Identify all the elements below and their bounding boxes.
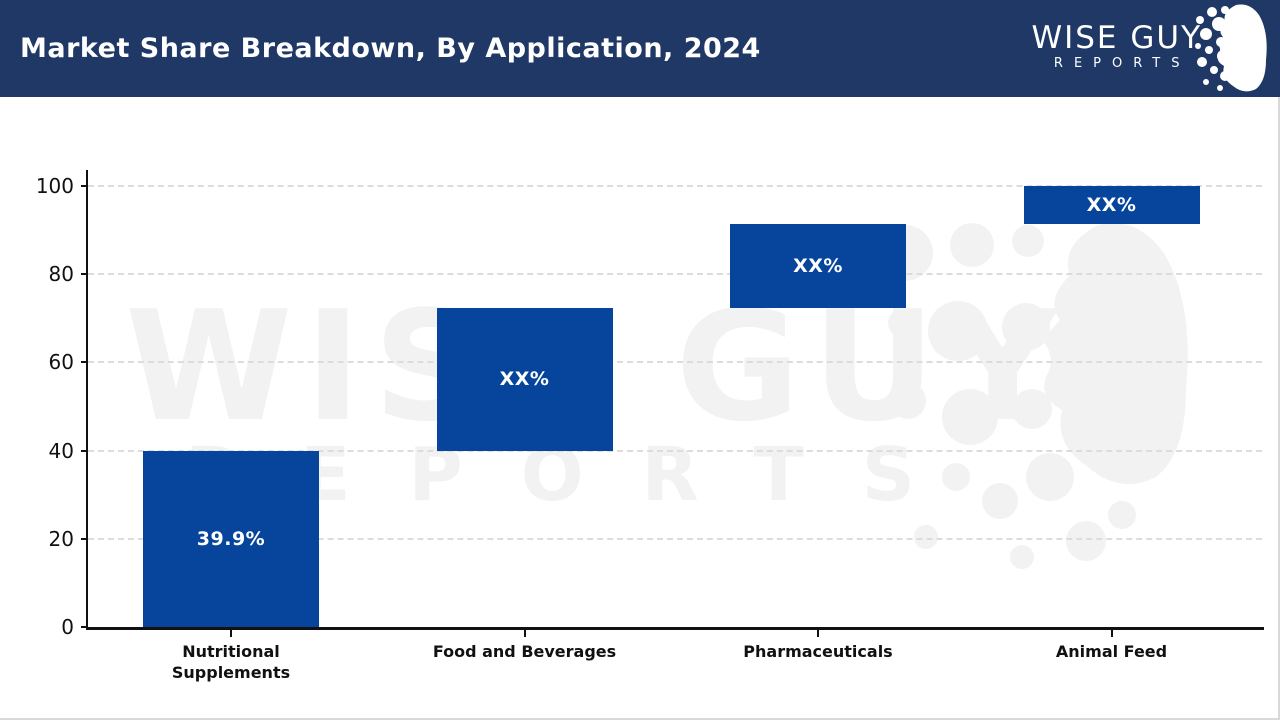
x-tick (523, 630, 526, 637)
y-tick-100 (81, 185, 88, 187)
y-tick-label-0: 0 (61, 615, 74, 639)
y-tick-20 (81, 537, 88, 540)
gridline-100 (88, 185, 1262, 187)
y-tick-0 (81, 626, 88, 628)
x-tick (817, 630, 819, 637)
y-tick-label-40: 40 (48, 438, 74, 463)
bar-value-label: XX% (793, 255, 843, 278)
bar-value-label: XX% (1086, 194, 1137, 217)
header-band: Market Share Breakdown, By Application, … (0, 0, 1280, 97)
wiseguy-logo-text: WISE GUY REPORTS (1031, 22, 1202, 71)
y-tick-label-60: 60 (48, 350, 74, 375)
gridline-40 (88, 449, 1262, 452)
y-tick-80 (81, 273, 88, 276)
gridline-80 (88, 273, 1262, 276)
y-tick-label-20: 20 (48, 526, 74, 551)
category-label: Pharmaceuticals (743, 642, 893, 661)
wiseguy-logo-name: WISE GUY (1031, 20, 1202, 56)
x-tick (1110, 630, 1113, 637)
y-tick-60 (81, 361, 88, 364)
y-axis-line (86, 170, 88, 629)
gridline-60 (88, 361, 1262, 364)
page-title: Market Share Breakdown, By Application, … (20, 33, 761, 64)
category-label: Nutritional Supplements (171, 642, 291, 682)
y-tick-40 (81, 449, 88, 452)
bar-value-label: XX% (499, 368, 550, 391)
y-tick-label-100: 100 (35, 174, 74, 198)
bar-segment: XX% (436, 307, 613, 452)
bar-segment: XX% (1023, 186, 1200, 225)
chart-plot-area: 0 20 40 60 80 100 39.9% Nutritional Supplements… (0, 97, 1280, 720)
x-tick (230, 630, 232, 637)
bar-segment: 39.9% (143, 451, 319, 627)
gridline-20 (88, 537, 1262, 540)
bar-value-label: 39.9% (196, 528, 266, 550)
category-label: Food and Beverages (432, 642, 617, 661)
bar-segment: XX% (730, 224, 906, 308)
x-axis-line (86, 627, 1264, 630)
category-label: Animal Feed (1055, 642, 1168, 661)
wiseguy-logo: WISE GUY REPORTS (1030, 0, 1270, 97)
wiseguy-logo-subname: REPORTS (1053, 56, 1191, 71)
wiseguy-face-icon (1195, 4, 1267, 92)
y-tick-label-80: 80 (48, 262, 74, 287)
